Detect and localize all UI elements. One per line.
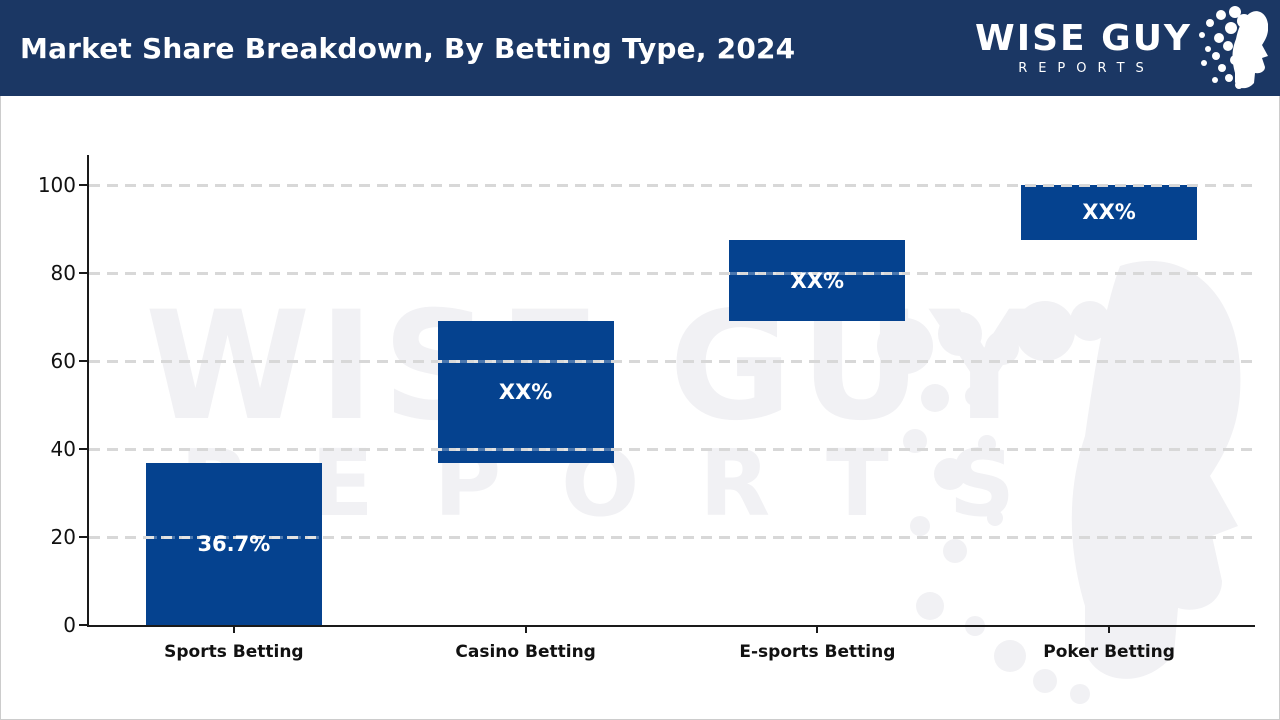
gridline-over-bar	[729, 271, 906, 275]
gridline	[89, 183, 1255, 187]
bar-poker-betting	[1021, 184, 1198, 240]
x-tick-label: Poker Betting	[1043, 642, 1175, 662]
y-tick-label: 0	[63, 613, 76, 637]
logo-text: WISE GUY REPORTS	[974, 17, 1192, 76]
x-tick-label: Casino Betting	[455, 642, 596, 662]
chart-header: Market Share Breakdown, By Betting Type,…	[0, 0, 1280, 96]
gridline	[89, 271, 1255, 275]
bar-e-sports-betting	[729, 239, 906, 322]
y-tick-label: 60	[50, 348, 76, 373]
x-tick-mark	[816, 626, 819, 633]
x-tick-mark	[524, 626, 527, 633]
gridline	[89, 447, 1255, 451]
x-tick-mark	[232, 626, 235, 633]
y-tick-label: 40	[50, 436, 76, 461]
page-title: Market Share Breakdown, By Betting Type,…	[20, 31, 796, 65]
logo-wordmark: WISE GUY	[974, 17, 1192, 59]
y-tick-mark	[79, 447, 87, 450]
y-tick-mark	[79, 183, 87, 186]
wiseguy-logo: WISE GUY REPORTS	[975, 5, 1270, 91]
logo-subtitle: REPORTS	[1018, 60, 1155, 76]
gridline-over-bar	[145, 535, 322, 539]
x-tick-mark	[1108, 626, 1111, 633]
bar-value-label: XX%	[790, 268, 845, 293]
y-tick-mark	[79, 624, 87, 626]
gridline	[89, 535, 1255, 539]
gridline-over-bar	[437, 359, 614, 363]
y-tick-label: 80	[50, 260, 76, 285]
y-tick-mark	[79, 271, 87, 274]
y-tick-mark	[79, 535, 87, 538]
x-tick-label: Sports Betting	[164, 642, 304, 662]
watermark-face-icon	[877, 260, 1241, 704]
bar-value-label: XX%	[498, 380, 553, 405]
bar-value-label: XX%	[1082, 200, 1136, 225]
bar-casino-betting	[437, 321, 614, 464]
gridline-over-bar	[437, 447, 614, 451]
chart-area: WISE GUY REPORTS 36.7% Sports Betting XX% C…	[0, 96, 1280, 720]
y-tick-label: 20	[50, 524, 76, 549]
bar-sports-betting	[145, 463, 322, 625]
y-tick-mark	[79, 359, 87, 362]
bar-value-label: 36.7%	[197, 532, 271, 557]
x-axis	[87, 625, 1255, 627]
x-tick-label: E-sports Betting	[739, 642, 896, 662]
gridline	[89, 359, 1255, 363]
logo-face-icon	[1199, 6, 1268, 89]
y-tick-label: 100	[37, 172, 76, 197]
y-axis	[87, 155, 89, 627]
